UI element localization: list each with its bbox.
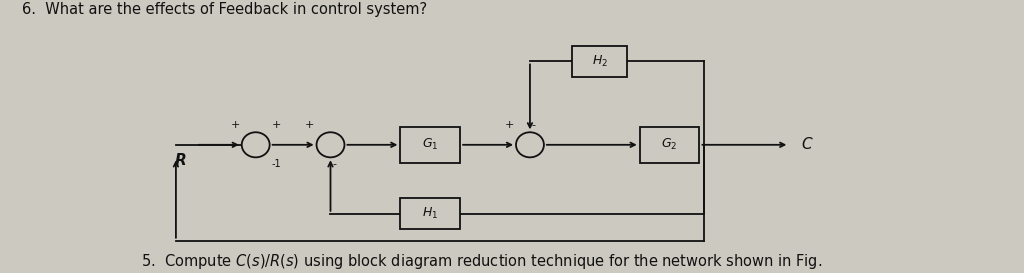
Text: +: + [305,120,314,130]
Text: 6.  What are the effects of Feedback in control system?: 6. What are the effects of Feedback in c… [22,2,427,17]
Bar [400,198,460,230]
Text: R: R [175,153,186,168]
Bar [640,127,699,163]
Text: C: C [801,137,812,152]
Text: -1: -1 [271,159,282,169]
Text: +: + [505,120,514,130]
Circle shape [516,132,544,157]
Text: $H_2$: $H_2$ [592,54,608,69]
Circle shape [242,132,269,157]
Text: -: - [531,120,536,130]
Text: -: - [333,159,337,169]
Bar [400,127,460,163]
Text: $H_1$: $H_1$ [422,206,438,221]
Bar [572,46,627,77]
Text: +: + [230,120,240,130]
Text: +: + [271,120,281,130]
Text: $G_2$: $G_2$ [662,137,678,152]
Text: 5.  Compute $C(s)/R(s)$ using block diagram reduction technique for the network : 5. Compute $C(s)/R(s)$ using block diagr… [140,252,822,271]
Circle shape [316,132,344,157]
Text: $G_1$: $G_1$ [422,137,438,152]
